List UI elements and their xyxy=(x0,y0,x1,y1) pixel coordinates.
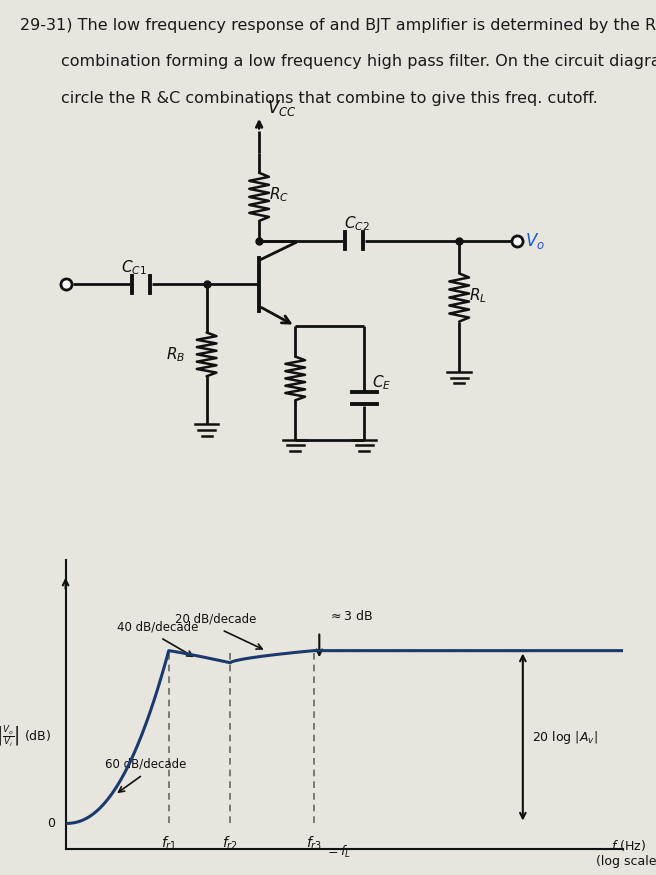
Text: $R_C$: $R_C$ xyxy=(269,186,289,204)
Text: combination forming a low frequency high pass filter. On the circuit diagram: combination forming a low frequency high… xyxy=(20,54,656,69)
Text: $\approx$3 dB: $\approx$3 dB xyxy=(327,609,373,623)
Text: $V_{CC}$: $V_{CC}$ xyxy=(267,98,297,118)
Text: $R_L$: $R_L$ xyxy=(469,286,487,304)
Text: circle the R &C combinations that combine to give this freq. cutoff.: circle the R &C combinations that combin… xyxy=(20,91,598,106)
Text: $C_{C2}$: $C_{C2}$ xyxy=(344,214,370,233)
Text: 20 log $|A_v|$: 20 log $|A_v|$ xyxy=(532,729,598,746)
Text: 40 dB/decade: 40 dB/decade xyxy=(117,620,198,634)
Text: $f_{r1}$: $f_{r1}$ xyxy=(161,835,177,852)
Text: $C_{C1}$: $C_{C1}$ xyxy=(121,258,147,276)
Text: $\left|\frac{V_o}{V_i}\right|$ (dB): $\left|\frac{V_o}{V_i}\right|$ (dB) xyxy=(0,724,51,749)
Text: $C_E$: $C_E$ xyxy=(372,373,391,392)
Text: $= f_L$: $= f_L$ xyxy=(325,844,351,859)
Text: $f_{r2}$: $f_{r2}$ xyxy=(222,835,238,852)
Text: 0: 0 xyxy=(48,817,56,830)
Text: $f$ (Hz)
(log scale): $f$ (Hz) (log scale) xyxy=(596,838,656,868)
Text: $R_B$: $R_B$ xyxy=(166,345,185,364)
Text: $V_o$: $V_o$ xyxy=(525,231,544,250)
Text: 60 dB/decade: 60 dB/decade xyxy=(105,758,186,771)
Text: $f_{r3}$: $f_{r3}$ xyxy=(306,835,322,852)
Text: 29-31) The low frequency response of and BJT amplifier is determined by the R & : 29-31) The low frequency response of and… xyxy=(20,18,656,33)
Text: 20 dB/decade: 20 dB/decade xyxy=(175,612,257,626)
